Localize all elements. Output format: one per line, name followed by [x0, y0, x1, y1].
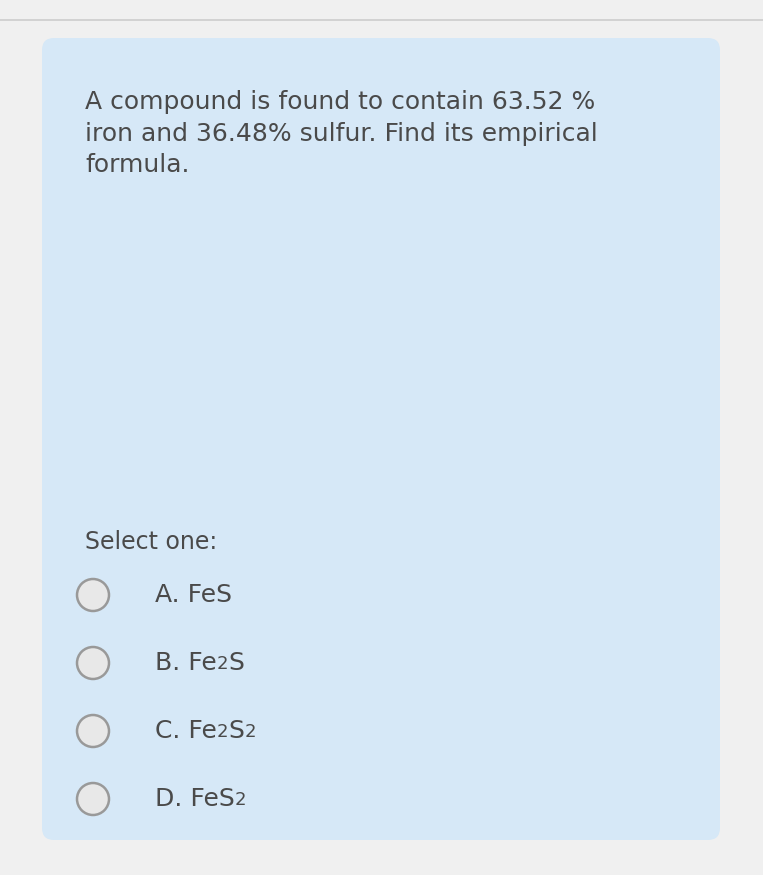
Circle shape: [77, 647, 109, 679]
Text: 2: 2: [235, 791, 246, 809]
Text: 2: 2: [217, 655, 228, 673]
Text: 2: 2: [217, 724, 228, 741]
Text: 2: 2: [244, 724, 256, 741]
Text: Select one:: Select one:: [85, 530, 217, 554]
Text: formula.: formula.: [85, 153, 189, 177]
Text: C. Fe: C. Fe: [155, 719, 217, 743]
Text: iron and 36.48% sulfur. Find its empirical: iron and 36.48% sulfur. Find its empiric…: [85, 122, 597, 145]
Circle shape: [77, 579, 109, 611]
Text: A compound is found to contain 63.52 %: A compound is found to contain 63.52 %: [85, 90, 595, 114]
Text: S: S: [228, 719, 244, 743]
Circle shape: [77, 783, 109, 815]
Text: S: S: [228, 651, 244, 675]
Text: A. FeS: A. FeS: [155, 583, 232, 607]
Text: D. FeS: D. FeS: [155, 787, 235, 811]
FancyBboxPatch shape: [42, 38, 720, 840]
Circle shape: [77, 715, 109, 747]
Text: B. Fe: B. Fe: [155, 651, 217, 675]
